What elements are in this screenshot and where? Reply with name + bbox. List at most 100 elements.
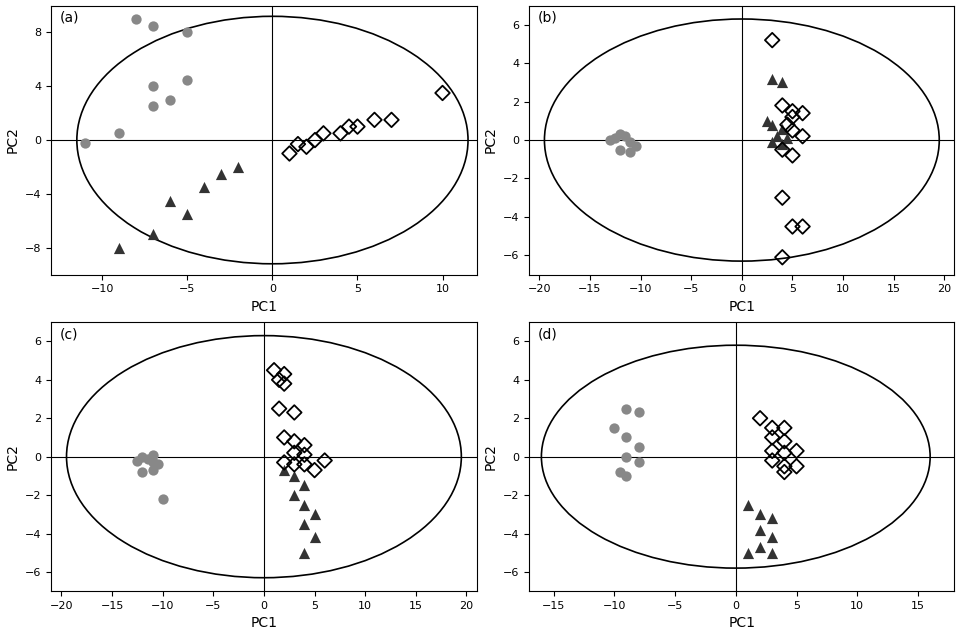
Point: [789, 446, 804, 456]
Point: [612, 144, 628, 155]
Point: [197, 182, 212, 192]
Point: [146, 81, 161, 92]
Point: [780, 120, 795, 130]
Point: [617, 131, 633, 141]
Point: [775, 193, 790, 203]
Point: [146, 229, 161, 239]
Point: [276, 369, 292, 379]
Point: [297, 459, 312, 469]
Point: [612, 467, 628, 477]
Point: [764, 74, 780, 84]
Point: [307, 465, 323, 475]
Point: [780, 133, 795, 143]
Y-axis label: PC2: PC2: [6, 127, 19, 153]
Point: [297, 480, 312, 490]
Point: [287, 471, 302, 481]
Point: [145, 465, 160, 475]
Point: [287, 490, 302, 500]
Point: [612, 129, 628, 139]
Point: [180, 27, 195, 38]
Point: [753, 509, 768, 520]
Point: [162, 195, 178, 205]
Point: [753, 413, 768, 424]
Point: [297, 548, 312, 558]
Point: [764, 423, 780, 433]
Point: [777, 448, 792, 458]
Point: [435, 88, 450, 98]
Point: [367, 114, 382, 125]
Point: [180, 209, 195, 219]
Point: [740, 548, 756, 558]
X-axis label: PC1: PC1: [729, 300, 756, 314]
Point: [631, 408, 646, 418]
Point: [287, 436, 302, 446]
Point: [145, 450, 160, 460]
X-axis label: PC1: PC1: [729, 616, 756, 630]
Point: [777, 423, 792, 433]
Point: [753, 542, 768, 552]
Point: [384, 114, 399, 125]
Point: [180, 74, 195, 85]
Point: [789, 461, 804, 471]
Point: [145, 457, 160, 467]
Text: (b): (b): [538, 11, 558, 25]
Point: [307, 135, 323, 145]
Point: [631, 457, 646, 467]
Point: [297, 450, 312, 460]
Point: [287, 459, 302, 469]
Point: [111, 128, 127, 139]
Point: [764, 455, 780, 466]
Point: [623, 137, 638, 147]
Point: [333, 128, 348, 139]
Point: [795, 221, 810, 232]
Point: [775, 252, 790, 263]
Point: [619, 452, 635, 462]
Point: [111, 242, 127, 252]
Point: [282, 148, 298, 158]
Point: [607, 423, 622, 433]
Point: [619, 404, 635, 414]
Point: [316, 128, 331, 139]
Point: [777, 461, 792, 471]
Text: (c): (c): [60, 328, 79, 342]
Y-axis label: PC2: PC2: [484, 443, 497, 470]
Point: [764, 513, 780, 523]
Point: [608, 133, 623, 143]
Point: [764, 35, 780, 45]
Point: [78, 137, 93, 148]
Point: [764, 446, 780, 456]
Point: [623, 146, 638, 156]
Point: [129, 14, 144, 24]
Point: [628, 141, 643, 151]
Point: [784, 125, 800, 135]
Point: [753, 525, 768, 535]
Point: [134, 467, 150, 477]
Point: [740, 500, 756, 510]
Point: [784, 221, 800, 232]
Point: [775, 100, 790, 111]
X-axis label: PC1: PC1: [251, 300, 277, 314]
Point: [307, 509, 323, 520]
Point: [764, 532, 780, 543]
Point: [619, 432, 635, 443]
Point: [784, 150, 800, 160]
Point: [297, 519, 312, 529]
Point: [775, 123, 790, 134]
Point: [230, 162, 246, 172]
Point: [276, 465, 292, 475]
Point: [214, 169, 229, 179]
Point: [276, 378, 292, 389]
Point: [297, 440, 312, 450]
Point: [276, 457, 292, 467]
Point: [603, 135, 618, 145]
Point: [619, 471, 635, 481]
Text: (d): (d): [538, 328, 558, 342]
Point: [290, 139, 305, 149]
Point: [764, 137, 780, 147]
Y-axis label: PC2: PC2: [484, 127, 497, 153]
Point: [276, 432, 292, 443]
X-axis label: PC1: PC1: [251, 616, 277, 630]
Point: [759, 116, 775, 126]
Point: [631, 442, 646, 452]
Point: [775, 78, 790, 88]
